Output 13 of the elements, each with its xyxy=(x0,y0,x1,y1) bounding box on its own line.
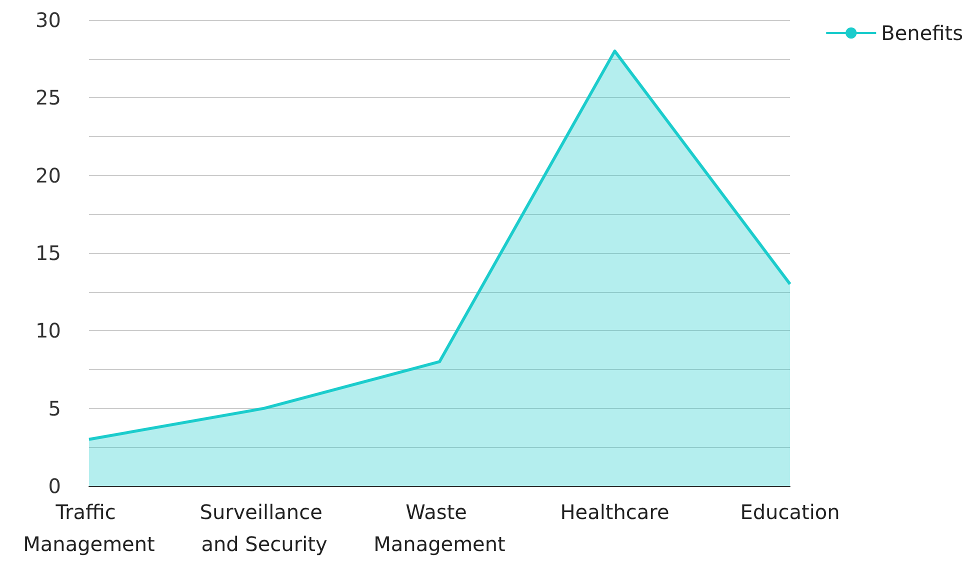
y-tick-label: 10 xyxy=(36,318,61,343)
x-tick-label: Healthcare xyxy=(560,500,670,524)
y-tick-label: 25 xyxy=(36,86,61,110)
x-tick-label: Education xyxy=(740,500,840,524)
x-tick-label: Traffic Management xyxy=(23,500,156,556)
y-tick-label: 15 xyxy=(36,241,61,265)
y-tick-label: 5 xyxy=(48,396,61,420)
y-tick-label: 30 xyxy=(36,8,61,32)
x-tick-label: Surveillance and Security xyxy=(200,500,329,556)
y-tick-label: 20 xyxy=(36,163,61,188)
y-tick-label: 0 xyxy=(48,474,61,498)
legend-label: Benefits xyxy=(881,21,964,45)
x-tick-label: Waste Management xyxy=(374,500,506,556)
